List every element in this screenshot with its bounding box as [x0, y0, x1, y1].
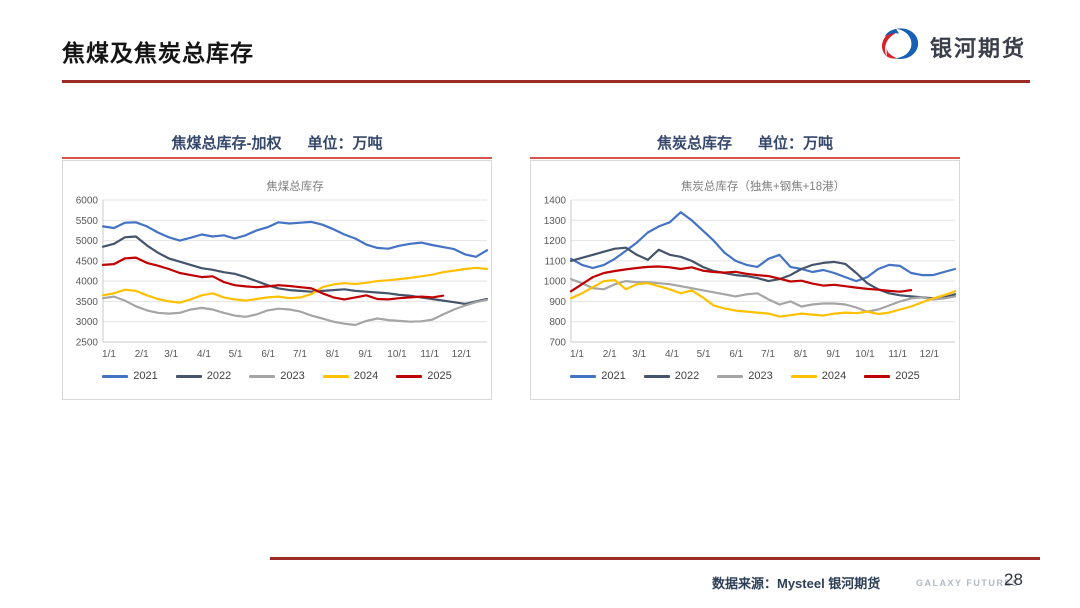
svg-text:2/1: 2/1: [135, 349, 149, 360]
svg-text:3/1: 3/1: [632, 349, 646, 360]
svg-text:11/1: 11/1: [888, 349, 907, 360]
svg-text:9/1: 9/1: [358, 349, 372, 360]
legend-item-2023: 2023: [717, 370, 773, 382]
svg-text:1300: 1300: [544, 216, 567, 227]
galaxy-swirl-icon: [876, 26, 922, 67]
legend-label: 2024: [353, 370, 379, 382]
svg-text:8/1: 8/1: [326, 349, 340, 360]
legend-line-icon: [396, 374, 423, 378]
chart-canvas-coking-coal: 2500 3000 3500 4000 4500 5000 5500 6000 1/1 2/1 3/…: [76, 179, 489, 360]
svg-text:7/1: 7/1: [293, 349, 307, 360]
legend-line-icon: [322, 374, 349, 378]
legend-line-icon: [864, 374, 891, 378]
page-number: 28: [1004, 570, 1023, 589]
legend-line-icon: [102, 374, 129, 378]
svg-text:3/1: 3/1: [164, 349, 178, 360]
svg-text:7/1: 7/1: [761, 349, 775, 360]
legend-line-icon: [643, 374, 670, 378]
legend-line-icon: [790, 374, 817, 378]
chart-header-unit: 单位：万吨: [758, 135, 834, 152]
page-title: 焦煤及焦炭总库存: [62, 40, 254, 66]
legend-line-icon: [570, 374, 597, 378]
legend-line-icon: [249, 374, 276, 378]
chart-header-title: 焦炭总库存: [656, 135, 732, 152]
legend-label: 2023: [280, 370, 305, 382]
legend-label: 2021: [601, 370, 626, 382]
svg-text:2500: 2500: [76, 338, 99, 349]
svg-text:6000: 6000: [76, 196, 99, 207]
svg-text:5000: 5000: [76, 236, 99, 247]
legend-item-2022: 2022: [175, 370, 232, 382]
svg-text:4000: 4000: [76, 277, 99, 288]
svg-text:1200: 1200: [544, 236, 567, 247]
chart-header-rule: [62, 157, 492, 159]
legend-item-2021: 2021: [102, 370, 158, 382]
svg-text:1/1: 1/1: [570, 349, 584, 360]
chart-legend: 2021 2022 2023 2024 2025: [63, 370, 491, 382]
legend-line-icon: [717, 374, 744, 378]
svg-text:5/1: 5/1: [229, 349, 243, 360]
legend-label: 2022: [674, 370, 700, 382]
footer-brand: GALAXY FUTURES: [916, 578, 1020, 588]
chart-header-title: 焦煤总库存-加权: [171, 135, 282, 152]
svg-text:12/1: 12/1: [452, 349, 472, 360]
title-underline: [62, 80, 1030, 83]
svg-text:10/1: 10/1: [855, 349, 875, 360]
svg-text:5/1: 5/1: [697, 349, 711, 360]
svg-text:900: 900: [549, 297, 566, 308]
svg-text:9/1: 9/1: [826, 349, 840, 360]
legend-item-2022: 2022: [643, 370, 700, 382]
svg-text:10/1: 10/1: [387, 349, 407, 360]
legend-label: 2025: [895, 370, 920, 382]
svg-text:3500: 3500: [76, 297, 99, 308]
chart-header-unit: 单位：万吨: [307, 135, 383, 152]
legend-item-2021: 2021: [570, 370, 626, 382]
footer-rule: [270, 557, 1040, 560]
svg-text:焦煤总库存: 焦煤总库存: [266, 179, 324, 193]
svg-text:1/1: 1/1: [102, 349, 116, 360]
svg-text:6/1: 6/1: [729, 349, 743, 360]
footer-source: 数据来源：Mysteel 银河期货: [712, 576, 881, 591]
svg-text:12/1: 12/1: [920, 349, 940, 360]
legend-label: 2023: [748, 370, 773, 382]
legend-label: 2022: [206, 370, 232, 382]
legend-item-2025: 2025: [396, 370, 452, 382]
legend-label: 2021: [133, 370, 158, 382]
legend-line-icon: [175, 374, 202, 378]
svg-text:5500: 5500: [76, 216, 99, 227]
svg-text:700: 700: [549, 338, 566, 349]
legend-label: 2024: [821, 370, 847, 382]
svg-text:4/1: 4/1: [665, 349, 679, 360]
legend-label: 2025: [427, 370, 452, 382]
galaxy-logo: 银河期货: [876, 26, 1026, 67]
legend-item-2024: 2024: [790, 370, 847, 382]
logo-text: 银河期货: [930, 35, 1027, 61]
chart-canvas-coke: 700 800 900 1000 1100 1200 1300 1400 1/1 2/1 3/1 4/…: [544, 179, 957, 360]
svg-text:焦炭总库存（独焦+钢焦+18港）: 焦炭总库存（独焦+钢焦+18港）: [681, 179, 845, 193]
svg-text:11/1: 11/1: [420, 349, 439, 360]
svg-text:2/1: 2/1: [603, 349, 617, 360]
chart-header: 焦煤总库存-加权 单位：万吨: [62, 132, 492, 156]
svg-text:4500: 4500: [76, 256, 99, 267]
chart-card-coking-coal: 焦煤总库存-加权 单位：万吨 2500 3000 3500 4000 4500 5000 5…: [62, 132, 492, 400]
svg-text:4/1: 4/1: [197, 349, 211, 360]
svg-text:1100: 1100: [544, 256, 566, 267]
svg-text:3000: 3000: [76, 317, 99, 328]
chart-box: 700 800 900 1000 1100 1200 1300 1400 1/1 2/1 3/1 4/…: [530, 160, 960, 400]
chart-legend: 2021 2022 2023 2024 2025: [531, 370, 959, 382]
svg-text:1000: 1000: [544, 277, 567, 288]
chart-box: 2500 3000 3500 4000 4500 5000 5500 6000 1/1 2/1 3/…: [62, 160, 492, 400]
svg-text:8/1: 8/1: [794, 349, 808, 360]
legend-item-2025: 2025: [864, 370, 920, 382]
legend-item-2023: 2023: [249, 370, 305, 382]
chart-card-coke: 焦炭总库存 单位：万吨 700 800 900 1000 1100 1200 1300 140…: [530, 132, 960, 400]
svg-text:6/1: 6/1: [261, 349, 275, 360]
svg-text:800: 800: [549, 317, 566, 328]
legend-item-2024: 2024: [322, 370, 379, 382]
chart-header: 焦炭总库存 单位：万吨: [530, 132, 960, 156]
chart-header-rule: [530, 157, 960, 159]
svg-text:1400: 1400: [544, 196, 567, 207]
